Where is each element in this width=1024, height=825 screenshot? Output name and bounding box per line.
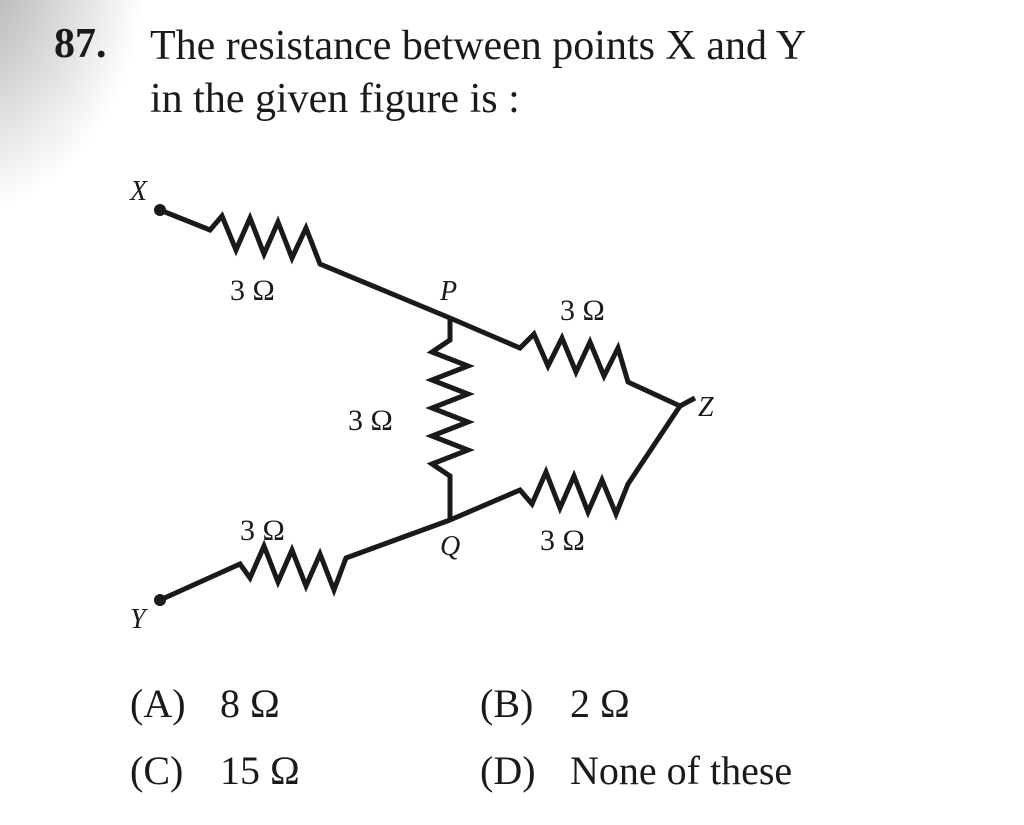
node-x-label: X [129, 176, 148, 207]
question-text: The resistance between points X and Y in… [150, 20, 806, 125]
node-y-label: Y [130, 604, 149, 635]
resistor-yq [160, 520, 450, 600]
question-line-1: The resistance between points X and Y [150, 23, 806, 69]
resistor-pz [450, 318, 680, 406]
options-grid: (A) 8 Ω (B) 2 Ω (C) 15 Ω (D) None of the… [130, 680, 800, 794]
option-a[interactable]: (A) 8 Ω [130, 680, 410, 727]
resistor-pq-label: 3 Ω [348, 404, 393, 437]
option-b-value: 2 Ω [570, 681, 630, 726]
resistor-pq [432, 318, 468, 520]
option-c-value: 15 Ω [220, 748, 300, 793]
option-d[interactable]: (D) None of these [480, 747, 800, 794]
node-p-label: P [439, 276, 457, 307]
node-y-dot [154, 594, 166, 606]
option-c[interactable]: (C) 15 Ω [130, 747, 410, 794]
resistor-qz-label: 3 Ω [540, 524, 585, 557]
resistor-pz-label: 3 Ω [560, 294, 605, 327]
resistor-qz [450, 406, 680, 520]
option-d-label: (D) [480, 747, 560, 794]
option-b[interactable]: (B) 2 Ω [480, 680, 800, 727]
resistor-yq-label: 3 Ω [240, 514, 285, 547]
option-c-label: (C) [130, 747, 210, 794]
option-b-label: (B) [480, 680, 560, 727]
z-tick [680, 398, 695, 406]
circuit-diagram: X 3 Ω P 3 Ω Z 3 Ω Q 3 Ω 3 [120, 160, 820, 640]
question-line-2: in the given figure is : [150, 76, 520, 122]
option-a-value: 8 Ω [220, 681, 280, 726]
node-z-label: Z [698, 392, 714, 423]
option-a-label: (A) [130, 680, 210, 727]
node-q-label: Q [440, 531, 460, 562]
option-d-value: None of these [570, 748, 792, 793]
resistor-xp [160, 210, 450, 318]
resistor-xp-label: 3 Ω [230, 274, 275, 307]
question-number: 87. [54, 20, 107, 68]
